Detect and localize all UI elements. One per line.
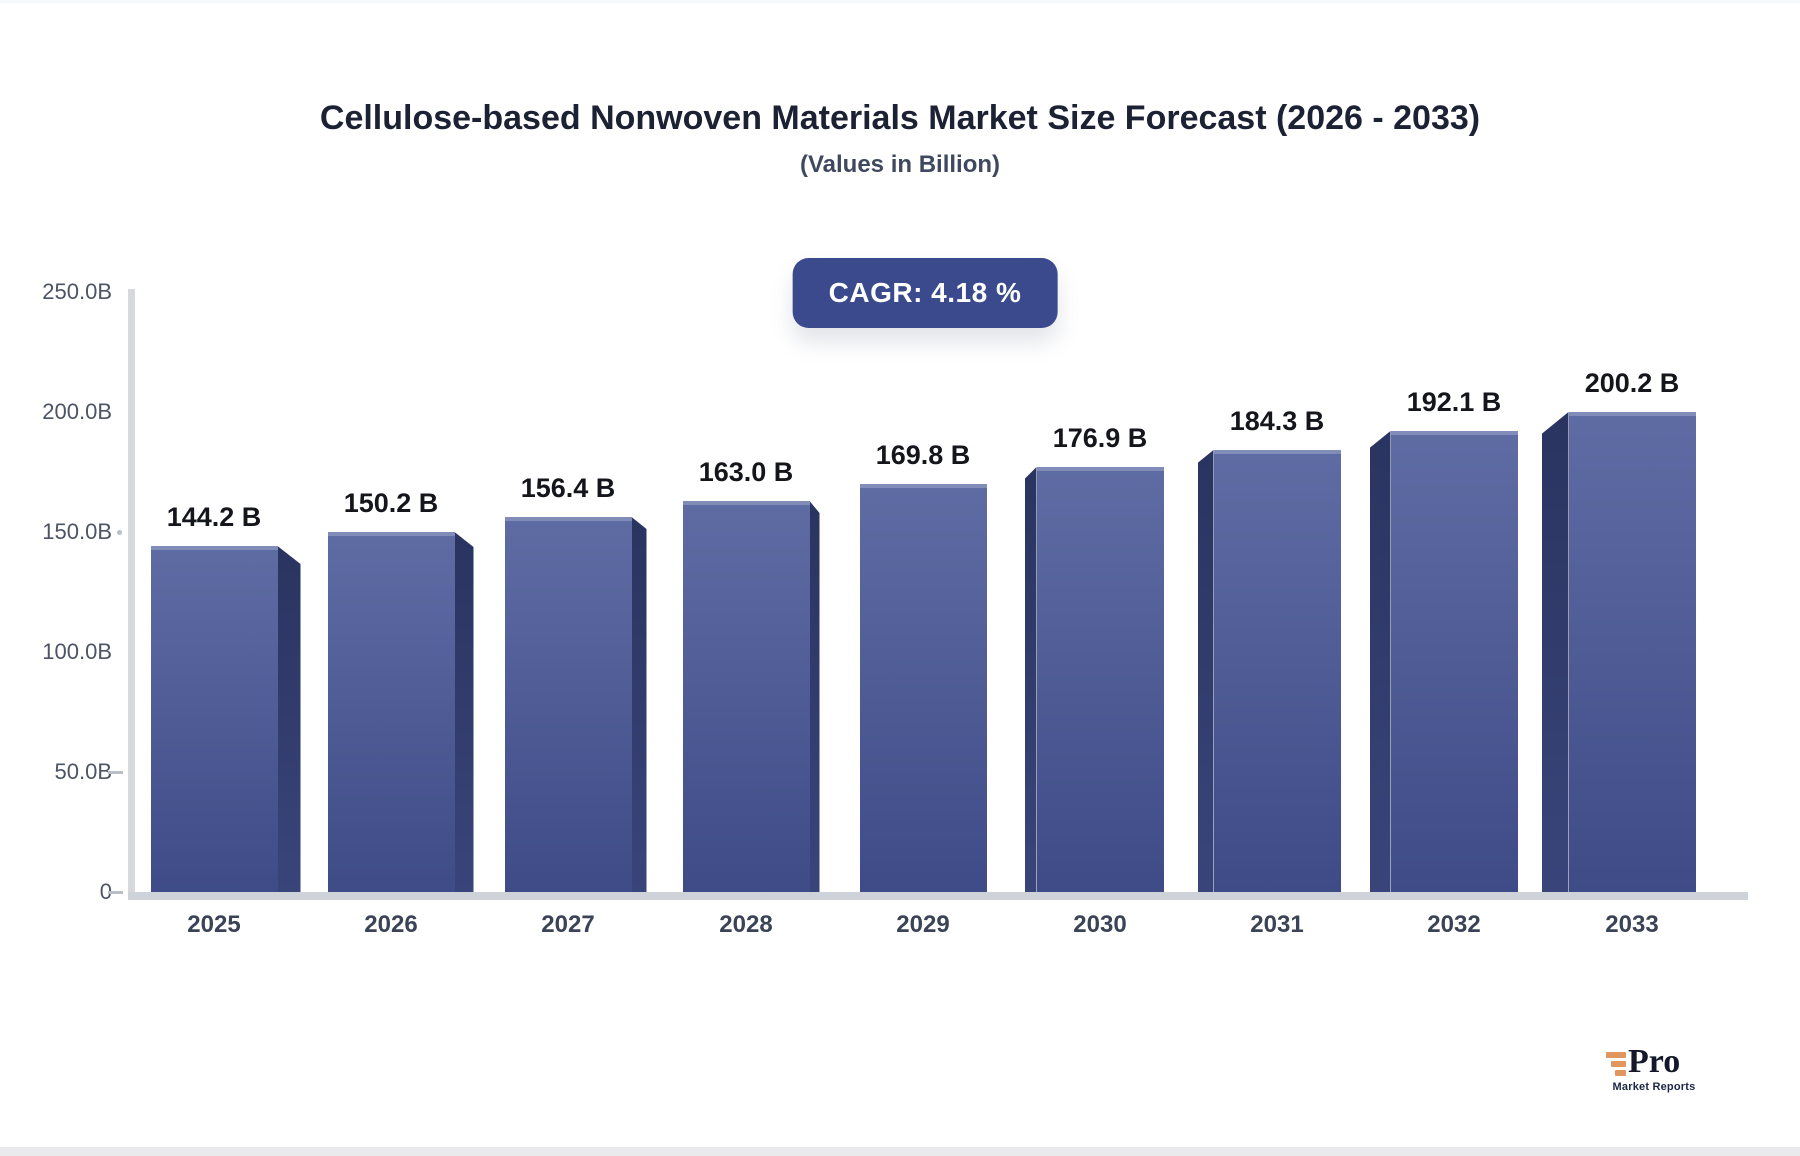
x-axis-baseline <box>128 892 1748 900</box>
x-axis-label-2028: 2028 <box>719 911 773 938</box>
bar-face-2033 <box>1568 412 1696 892</box>
bar-value-label-2025: 144.2 B <box>166 502 262 532</box>
bar-value-label-2028: 163.0 B <box>698 457 794 487</box>
speed-bar-2 <box>1611 1061 1626 1067</box>
y-tick-label-50.0B: 50.0B <box>54 759 113 784</box>
y-tick-label-0: 0 <box>99 879 112 904</box>
chart-subtitle: (Values in Billion) <box>799 151 1001 178</box>
x-axis-label-2026: 2026 <box>364 911 418 938</box>
bar-side-2028 <box>809 501 820 892</box>
bar-face-2031 <box>1213 450 1341 892</box>
bar-face-2028 <box>682 501 810 892</box>
bar-side-2025 <box>277 546 301 892</box>
x-axis-label-2030: 2030 <box>1073 911 1127 938</box>
brand-name: Pro <box>1628 1043 1681 1080</box>
bar-face-2025 <box>150 546 278 892</box>
cagr-label: CAGR: 4.18 % <box>828 277 1022 308</box>
bar-face-2030 <box>1036 467 1164 892</box>
bar-face-2026 <box>327 532 455 892</box>
y-tick-label-100.0B: 100.0B <box>42 639 112 664</box>
speed-bar-1 <box>1606 1052 1626 1058</box>
x-axis-label-2025: 2025 <box>187 911 241 938</box>
y-tick-label-150.0B: 150.0B <box>42 519 112 544</box>
bar-side-2030 <box>1024 467 1037 892</box>
speed-bar-3 <box>1615 1070 1626 1076</box>
bar-value-label-2033: 200.2 B <box>1584 368 1680 398</box>
y-tick-mark <box>117 530 122 535</box>
bar-value-label-2026: 150.2 B <box>343 488 439 518</box>
bar-side-2033 <box>1541 412 1569 892</box>
bar-value-label-2030: 176.9 B <box>1052 423 1148 453</box>
brand-logo: Pro Market Reports <box>1606 1043 1702 1093</box>
y-tick-label-200.0B: 200.0B <box>42 399 112 424</box>
bar-face-2029 <box>859 484 987 892</box>
bar-value-label-2031: 184.3 B <box>1229 406 1325 436</box>
bar-side-2026 <box>454 532 474 892</box>
y-tick-mark <box>108 771 123 774</box>
bar-face-2027 <box>504 517 632 892</box>
x-axis-label-2033: 2033 <box>1605 911 1659 938</box>
bar-value-label-2029: 169.8 B <box>875 440 971 470</box>
chart-title: Cellulose-based Nonwoven Materials Marke… <box>319 99 1481 137</box>
x-axis-label-2027: 2027 <box>541 911 595 938</box>
y-axis-line <box>128 289 135 892</box>
bar-side-2027 <box>631 517 647 892</box>
y-tick-mark <box>108 891 123 894</box>
y-tick-label-250.0B: 250.0B <box>42 279 112 304</box>
x-axis-label-2029: 2029 <box>896 911 950 938</box>
brand-logo-top: Pro <box>1606 1043 1702 1081</box>
page-bottom-edge <box>0 1147 1800 1156</box>
bar-value-label-2027: 156.4 B <box>520 473 616 503</box>
bar-value-label-2032: 192.1 B <box>1406 387 1502 417</box>
cagr-badge: CAGR: 4.18 % <box>792 258 1058 328</box>
bar-side-2031 <box>1197 450 1214 892</box>
x-axis-label-2032: 2032 <box>1427 911 1481 938</box>
brand-tagline: Market Reports <box>1612 1081 1696 1093</box>
bar-face-2032 <box>1390 431 1518 892</box>
bar-side-2032 <box>1369 431 1391 892</box>
speed-bars-icon <box>1606 1052 1626 1076</box>
x-axis-label-2031: 2031 <box>1250 911 1304 938</box>
plot-area: 250.0B 200.0B 150.0B 100.0B 50.0B 0 144.2 B 20… <box>0 3 1800 1156</box>
